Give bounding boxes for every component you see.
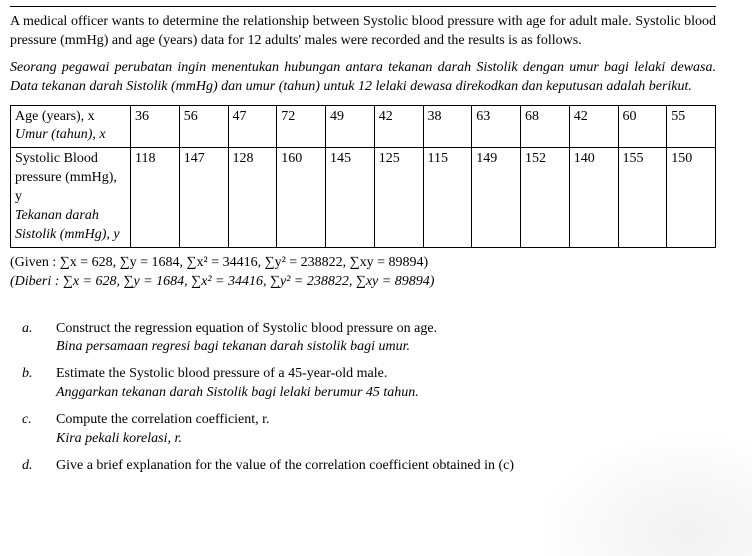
given-it: (Diberi : ∑x = 628, ∑y = 1684, ∑x² = 344… — [10, 273, 716, 292]
cell: 42 — [569, 105, 618, 148]
cell: 128 — [228, 148, 277, 247]
text-b: Estimate the Systolic blood pressure of … — [56, 365, 514, 411]
given-en: (Given : ∑x = 628, ∑y = 1684, ∑x² = 3441… — [10, 254, 716, 273]
cell: 49 — [326, 105, 375, 148]
text-b-it: Anggarkan tekanan darah Sistolik bagi le… — [56, 384, 514, 403]
cell: 63 — [472, 105, 521, 148]
cell: 56 — [179, 105, 228, 148]
row-header-age-en: Age (years), x — [15, 108, 126, 127]
subquestion-a: a. Construct the regression equation of … — [10, 320, 514, 366]
cell: 145 — [326, 148, 375, 247]
text-c-en: Compute the correlation coefficient, r. — [56, 412, 270, 427]
cell: 147 — [179, 148, 228, 247]
cell: 36 — [131, 105, 180, 148]
data-table: Age (years), x Umur (tahun), x 36 56 47 … — [10, 105, 716, 248]
cell: 118 — [131, 148, 180, 247]
row-header-bp-en: Systolic Blood pressure (mmHg), y — [15, 150, 126, 207]
cell: 149 — [472, 148, 521, 247]
cell: 38 — [423, 105, 472, 148]
cell: 155 — [618, 148, 667, 247]
cell: 55 — [667, 105, 716, 148]
intro-malay: Seorang pegawai perubatan ingin menentuk… — [10, 59, 716, 97]
cell: 125 — [374, 148, 423, 247]
text-d-en: Give a brief explanation for the value o… — [56, 458, 514, 473]
text-a-en: Construct the regression equation of Sys… — [56, 321, 437, 336]
question-container: A medical officer wants to determine the… — [10, 6, 716, 484]
label-c: c. — [10, 411, 56, 457]
row-header-bp: Systolic Blood pressure (mmHg), y Tekana… — [11, 148, 131, 247]
given-sums: (Given : ∑x = 628, ∑y = 1684, ∑x² = 3441… — [10, 254, 716, 292]
text-d: Give a brief explanation for the value o… — [56, 457, 514, 484]
row-header-age-it: Umur (tahun), x — [15, 126, 126, 145]
row-header-bp-it: Tekanan darah Sistolik (mmHg), y — [15, 207, 126, 245]
label-d: d. — [10, 457, 56, 484]
row-header-age: Age (years), x Umur (tahun), x — [11, 105, 131, 148]
cell: 60 — [618, 105, 667, 148]
text-c-it: Kira pekali korelasi, r. — [56, 430, 514, 449]
cell: 72 — [277, 105, 326, 148]
text-a-it: Bina persamaan regresi bagi tekanan dara… — [56, 338, 514, 357]
text-b-en: Estimate the Systolic blood pressure of … — [56, 366, 387, 381]
subquestion-list: a. Construct the regression equation of … — [10, 320, 514, 484]
cell: 47 — [228, 105, 277, 148]
cell: 68 — [521, 105, 570, 148]
label-a: a. — [10, 320, 56, 366]
table-row-bp: Systolic Blood pressure (mmHg), y Tekana… — [11, 148, 716, 247]
text-a: Construct the regression equation of Sys… — [56, 320, 514, 366]
cell: 150 — [667, 148, 716, 247]
cell: 152 — [521, 148, 570, 247]
subquestion-d: d. Give a brief explanation for the valu… — [10, 457, 514, 484]
table-row-age: Age (years), x Umur (tahun), x 36 56 47 … — [11, 105, 716, 148]
cell: 42 — [374, 105, 423, 148]
label-b: b. — [10, 365, 56, 411]
cell: 160 — [277, 148, 326, 247]
text-c: Compute the correlation coefficient, r. … — [56, 411, 514, 457]
cell: 115 — [423, 148, 472, 247]
intro-english: A medical officer wants to determine the… — [10, 13, 716, 51]
subquestion-b: b. Estimate the Systolic blood pressure … — [10, 365, 514, 411]
subquestion-c: c. Compute the correlation coefficient, … — [10, 411, 514, 457]
cell: 140 — [569, 148, 618, 247]
